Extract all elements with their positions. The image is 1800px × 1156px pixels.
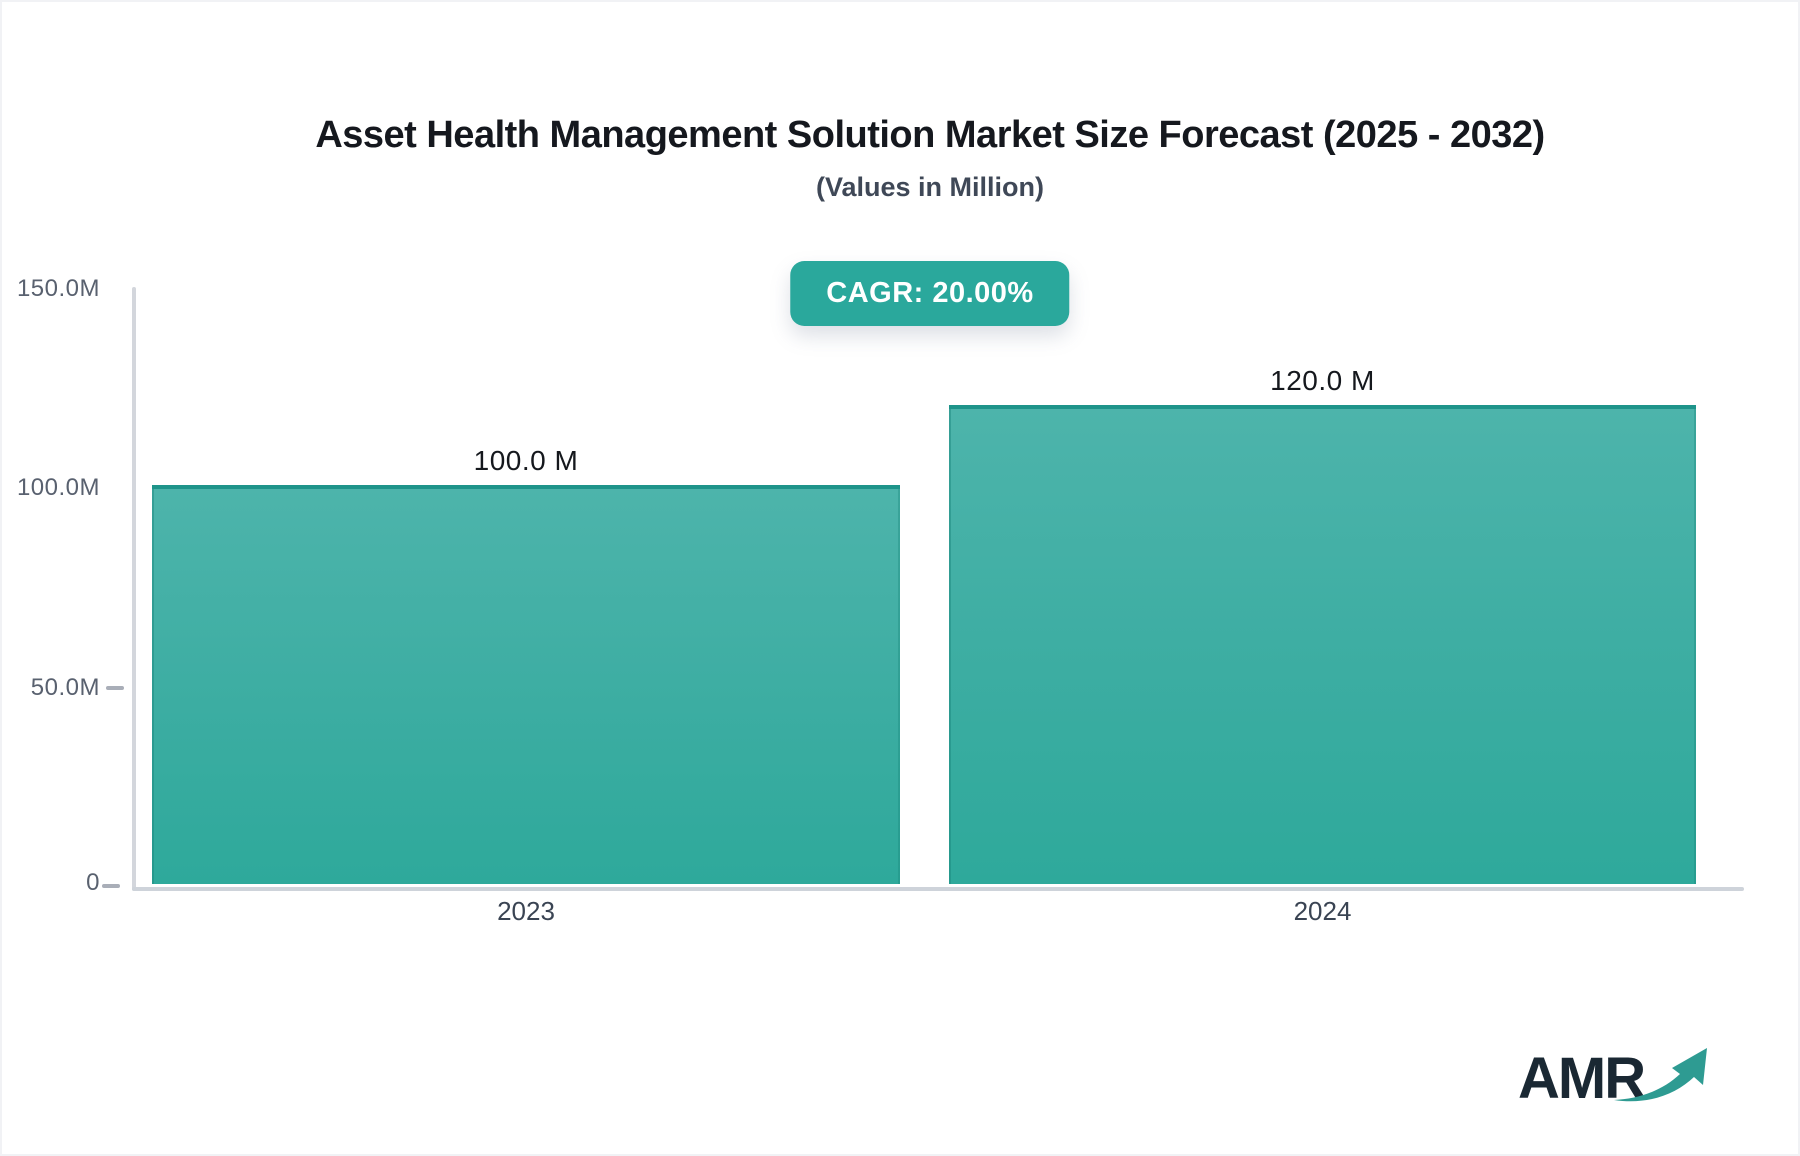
y-tick-label-100m: 100.0M	[16, 474, 100, 501]
y-tick-label-150m: 150.0M	[16, 275, 100, 302]
y-tick-label-0: 0	[86, 869, 100, 896]
bar-value-label-2024: 120.0 M	[1270, 365, 1375, 396]
bar-2023[interactable]: 100.0 M	[152, 445, 900, 884]
trending-up-arrow-icon	[1614, 1048, 1707, 1102]
x-axis-line	[132, 887, 1744, 891]
x-tick-label-2023: 2023	[497, 896, 555, 926]
y-tick-label-50m: 50.0M	[30, 674, 100, 701]
amr-logo: AMR	[1518, 1028, 1707, 1111]
y-axis-line	[132, 287, 136, 891]
bar-value-label-2023: 100.0 M	[473, 445, 579, 476]
y-tick-mark-0	[102, 884, 120, 888]
x-tick-label-2024: 2024	[1293, 896, 1352, 926]
chart-title: Asset Health Management Solution Market …	[315, 114, 1545, 156]
y-tick-mark-50m	[106, 686, 124, 690]
cagr-badge: CAGR: 20.00%	[790, 261, 1070, 326]
bar-2024[interactable]: 120.0 M	[949, 365, 1696, 884]
chart-subtitle: (Values in Million)	[815, 172, 1045, 202]
amr-logo-text: AMR	[1518, 1046, 1646, 1111]
